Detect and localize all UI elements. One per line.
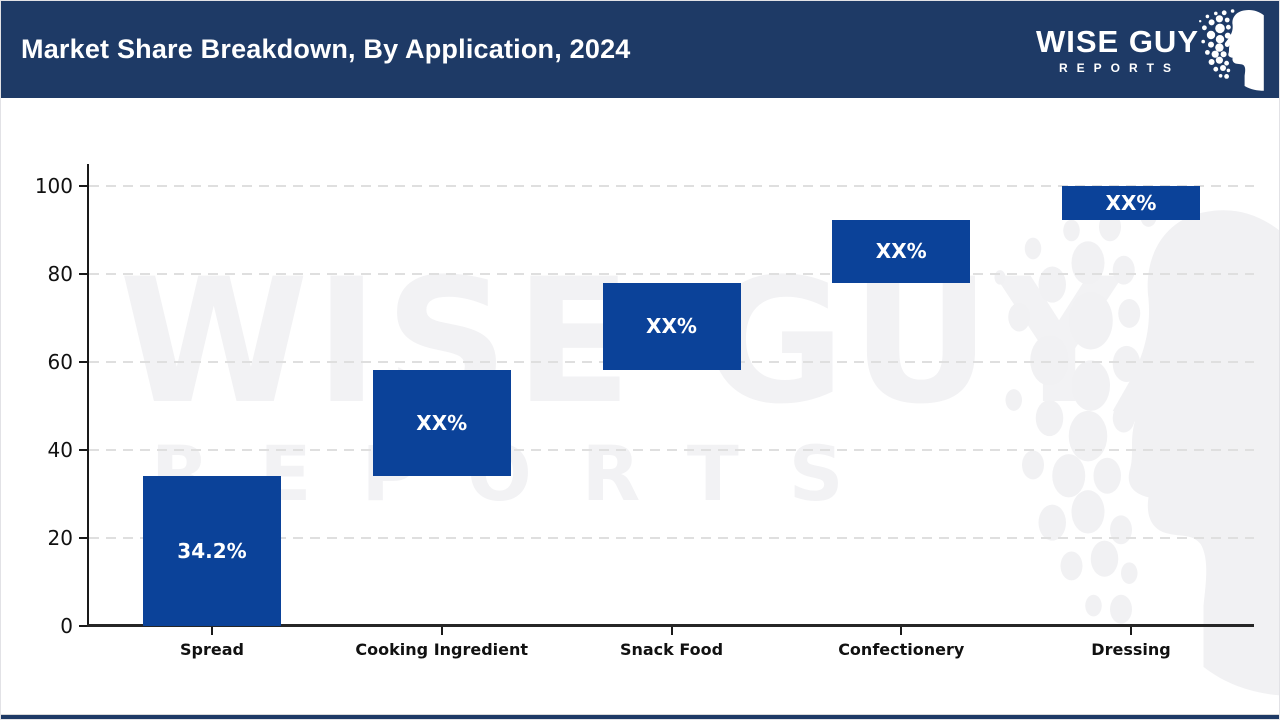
logo-subtitle: REPORTS xyxy=(1058,60,1180,75)
bottom-bar xyxy=(1,714,1279,719)
y-axis-tick-label: 20 xyxy=(47,526,73,550)
bar-value-label: 34.2% xyxy=(177,538,247,563)
bar-cooking-ingredient xyxy=(372,369,511,476)
logo-text: WISE GUY REPORTS xyxy=(1036,26,1199,74)
bar-spread xyxy=(143,475,281,626)
y-axis-tick-label: 100 xyxy=(34,174,73,198)
wiseguy-logo: WISE GUY REPORTS xyxy=(1036,8,1265,92)
y-axis-tick xyxy=(79,273,87,275)
x-axis-tick xyxy=(1130,627,1132,635)
y-axis-tick-label: 0 xyxy=(60,614,73,638)
y-axis-tick-label: 80 xyxy=(47,262,73,286)
gridline xyxy=(89,273,1254,275)
y-axis-line xyxy=(87,164,89,626)
chart-area: WISE GUY REPORTS xyxy=(1,98,1279,717)
x-axis-tick xyxy=(900,627,903,635)
gridline xyxy=(89,449,1254,451)
logo-face-icon xyxy=(1199,8,1264,91)
logo-wordmark: WISE GUY xyxy=(1035,23,1199,59)
bar-value-label: XX% xyxy=(416,410,468,435)
x-axis-category-label: Confectionery xyxy=(838,640,965,659)
y-axis-tick-label: 60 xyxy=(47,350,73,374)
y-axis-tick-label: 40 xyxy=(47,438,73,462)
y-axis-tick xyxy=(79,361,87,363)
x-axis-category-label: Snack Food xyxy=(619,640,724,659)
x-axis-tick xyxy=(440,627,443,635)
bar-confectionery xyxy=(832,219,971,283)
bar-snack-food xyxy=(602,282,741,370)
y-axis-tick xyxy=(79,625,87,627)
header: Market Share Breakdown, By Application, … xyxy=(1,1,1279,98)
gridline xyxy=(89,185,1254,187)
bar-value-label: XX% xyxy=(646,314,697,339)
x-axis-category-label: Spread xyxy=(180,640,244,659)
y-axis-tick xyxy=(79,449,87,451)
gridline xyxy=(89,537,1254,539)
bar-value-label: XX% xyxy=(1105,190,1157,215)
y-axis-tick xyxy=(79,185,87,187)
page-title: Market Share Breakdown, By Application, … xyxy=(21,34,631,64)
x-axis-line xyxy=(87,624,1254,627)
y-axis-tick xyxy=(79,537,87,539)
x-axis-category-label: Cooking Ingredient xyxy=(355,640,529,659)
watermark-face-icon xyxy=(994,205,1279,696)
x-axis-category-label: Dressing xyxy=(1091,640,1171,659)
x-axis-tick xyxy=(211,627,213,635)
bar-value-label: XX% xyxy=(875,239,927,264)
x-axis-tick xyxy=(670,627,673,635)
bar-dressing xyxy=(1062,186,1200,220)
